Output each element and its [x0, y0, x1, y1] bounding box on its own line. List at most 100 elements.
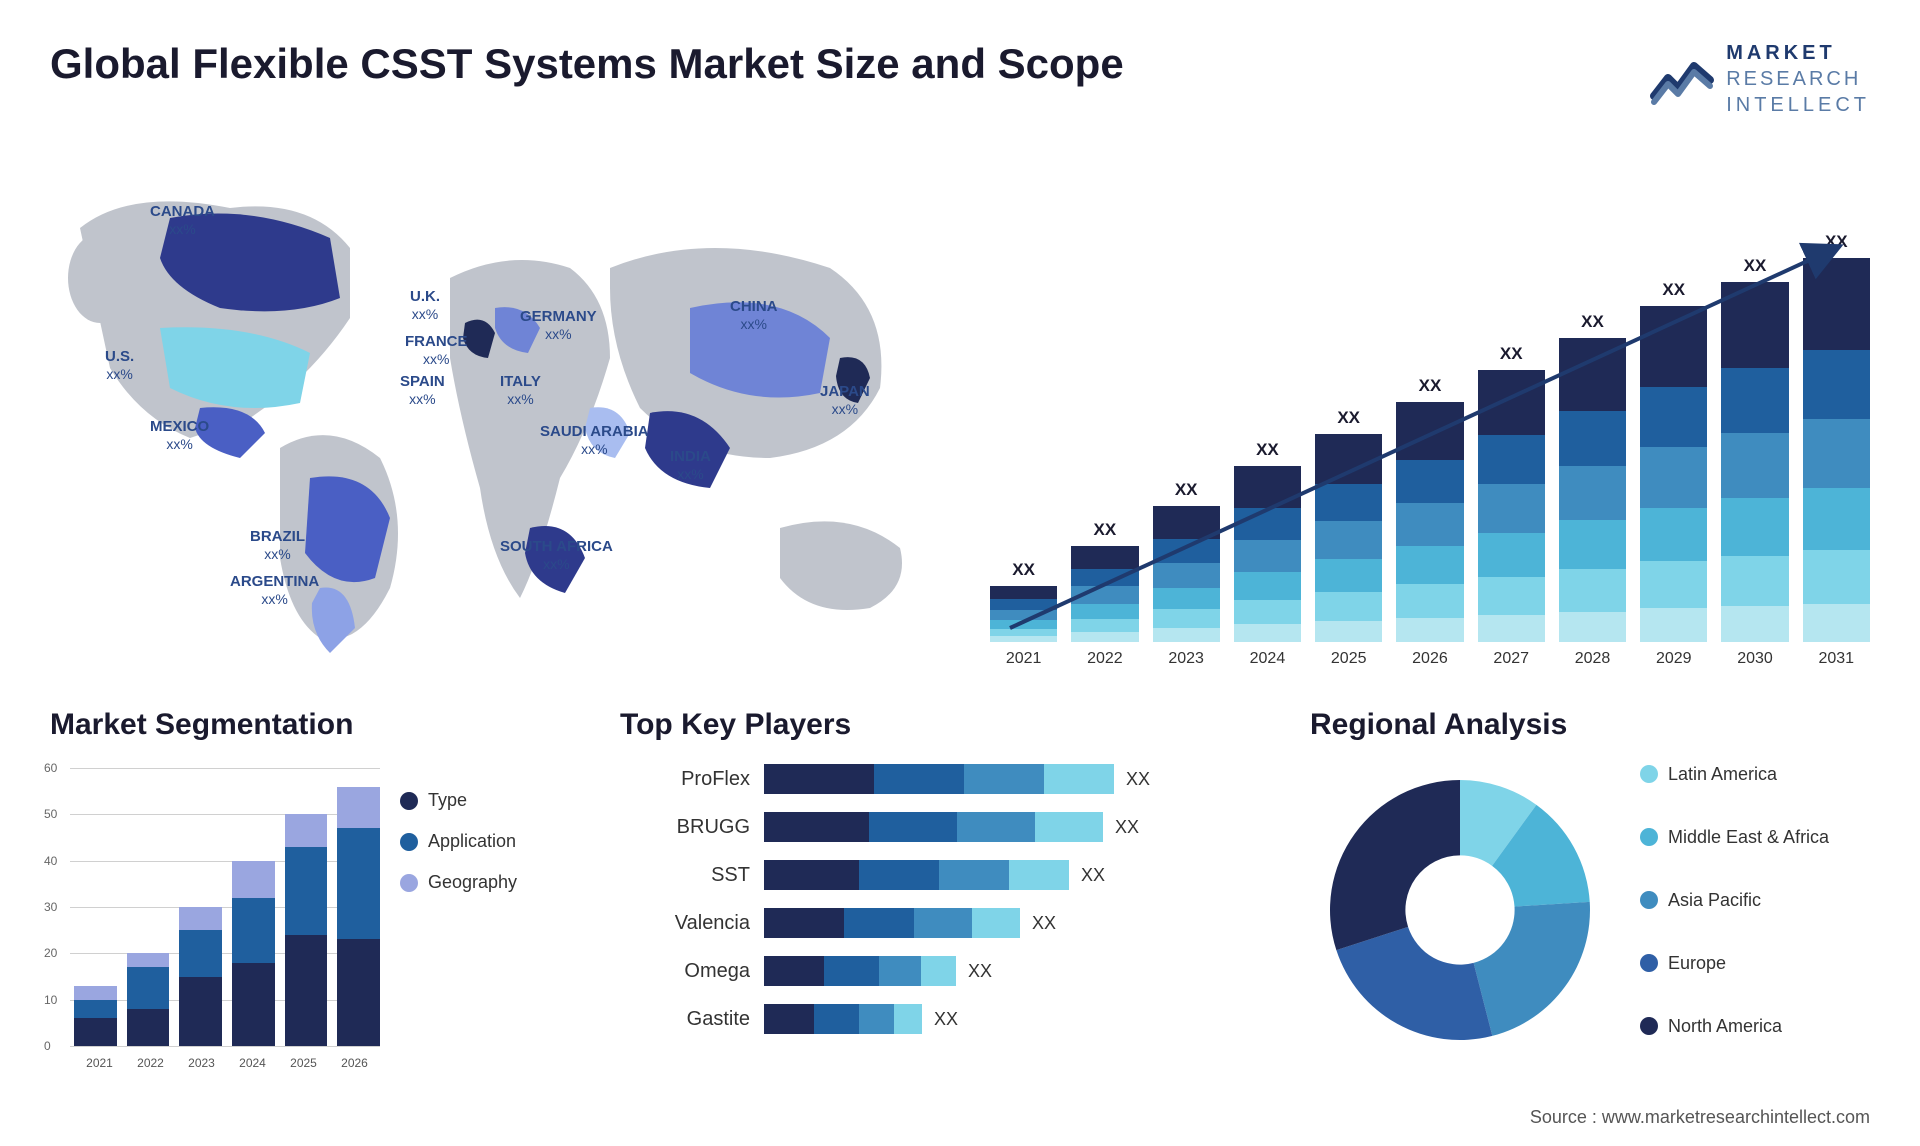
player-name: Valencia: [620, 908, 750, 938]
segmentation-bar: [74, 986, 117, 1046]
growth-year-label: 2030: [1737, 650, 1773, 668]
legend-label: Latin America: [1668, 764, 1777, 785]
legend-item: Latin America: [1640, 764, 1870, 785]
legend-swatch: [400, 833, 418, 851]
growth-year-label: 2022: [1087, 650, 1123, 668]
legend-swatch: [1640, 828, 1658, 846]
legend-label: Middle East & Africa: [1668, 827, 1829, 848]
bottom-row: Market Segmentation 01020304050602021202…: [50, 708, 1870, 1118]
bar-value-label: XX: [1744, 256, 1767, 276]
segmentation-chart: 0102030405060202120222023202420252026: [50, 760, 380, 1070]
bar-value-label: XX: [1419, 376, 1442, 396]
legend-label: Geography: [428, 872, 517, 893]
bar-value-label: XX: [1012, 560, 1035, 580]
donut-segment: [1474, 902, 1590, 1036]
regional-analysis-panel: Regional Analysis Latin AmericaMiddle Ea…: [1310, 708, 1870, 1118]
segmentation-legend: Type Application Geography: [400, 760, 590, 1070]
growth-chart: XX2021XX2022XX2023XX2024XX2025XX2026XX20…: [990, 158, 1870, 668]
logo-line1: MARKET: [1726, 40, 1870, 66]
map-label: SOUTH AFRICAxx%: [500, 538, 613, 574]
legend-item: Middle East & Africa: [1640, 827, 1870, 848]
x-tick-label: 2026: [329, 1056, 380, 1070]
legend-swatch: [1640, 891, 1658, 909]
logo-icon: [1650, 52, 1714, 106]
map-label: JAPANxx%: [820, 383, 870, 419]
map-label: ITALYxx%: [500, 373, 541, 409]
player-bars-chart: XX XX XX XX XX XX: [764, 760, 1280, 1034]
growth-bar: XX 2021: [990, 560, 1057, 668]
segmentation-bar: [232, 861, 275, 1046]
map-label: CHINAxx%: [730, 298, 778, 334]
player-value-label: XX: [968, 961, 992, 982]
legend-item: Geography: [400, 872, 590, 893]
player-bar-row: XX: [764, 812, 1280, 842]
map-label: MEXICOxx%: [150, 418, 209, 454]
player-bar-row: XX: [764, 764, 1280, 794]
map-label: U.S.xx%: [105, 348, 134, 384]
growth-year-label: 2028: [1575, 650, 1611, 668]
player-bar-row: XX: [764, 1004, 1280, 1034]
player-bar-row: XX: [764, 908, 1280, 938]
legend-label: North America: [1668, 1016, 1782, 1037]
market-segmentation-panel: Market Segmentation 01020304050602021202…: [50, 708, 590, 1118]
top-row: CANADAxx% U.S.xx% MEXICOxx% BRAZILxx% ARGENT…: [50, 158, 1870, 668]
map-label: SPAINxx%: [400, 373, 445, 409]
legend-item: Asia Pacific: [1640, 890, 1870, 911]
legend-swatch: [400, 792, 418, 810]
player-bar-row: XX: [764, 860, 1280, 890]
segmentation-bar: [179, 907, 222, 1046]
legend-item: North America: [1640, 1016, 1870, 1037]
player-name: ProFlex: [620, 764, 750, 794]
map-label: SAUDI ARABIAxx%: [540, 423, 649, 459]
players-title: Top Key Players: [620, 708, 1280, 742]
growth-year-label: 2027: [1493, 650, 1529, 668]
header: Global Flexible CSST Systems Market Size…: [50, 40, 1870, 118]
map-label: CANADAxx%: [150, 203, 215, 239]
player-value-label: XX: [1081, 865, 1105, 886]
legend-label: Europe: [1668, 953, 1726, 974]
map-label: BRAZILxx%: [250, 528, 305, 564]
map-label: ARGENTINAxx%: [230, 573, 319, 609]
player-name: SST: [620, 860, 750, 890]
player-names: ProFlexBRUGGSSTValenciaOmegaGastite: [620, 760, 750, 1034]
player-value-label: XX: [1126, 769, 1150, 790]
growth-year-label: 2023: [1168, 650, 1204, 668]
bar-value-label: XX: [1581, 312, 1604, 332]
world-map-panel: CANADAxx% U.S.xx% MEXICOxx% BRAZILxx% ARGENT…: [50, 158, 950, 668]
regional-donut-chart: [1310, 760, 1610, 1060]
player-value-label: XX: [1032, 913, 1056, 934]
bar-value-label: XX: [1094, 520, 1117, 540]
bar-value-label: XX: [1256, 440, 1279, 460]
growth-year-label: 2021: [1006, 650, 1042, 668]
x-tick-label: 2021: [74, 1056, 125, 1070]
growth-year-label: 2025: [1331, 650, 1367, 668]
growth-bar: XX2027: [1478, 344, 1545, 668]
growth-bar: XX 2030: [1721, 256, 1788, 668]
growth-year-label: 2031: [1818, 650, 1854, 668]
source-text: Source : www.marketresearchintellect.com: [1530, 1107, 1870, 1128]
bar-value-label: XX: [1337, 408, 1360, 428]
map-label: U.K.xx%: [410, 288, 440, 324]
logo-line3: INTELLECT: [1726, 92, 1870, 118]
donut-segment: [1336, 927, 1492, 1040]
growth-bar: XX2031: [1803, 232, 1870, 668]
player-name: BRUGG: [620, 812, 750, 842]
y-tick-label: 60: [44, 761, 57, 775]
legend-item: Application: [400, 831, 590, 852]
segmentation-bar: [337, 787, 380, 1046]
legend-label: Application: [428, 831, 516, 852]
growth-year-label: 2026: [1412, 650, 1448, 668]
legend-label: Asia Pacific: [1668, 890, 1761, 911]
y-tick-label: 50: [44, 807, 57, 821]
legend-swatch: [400, 874, 418, 892]
growth-bar: XX2024: [1234, 440, 1301, 668]
map-label: GERMANYxx%: [520, 308, 597, 344]
legend-item: Type: [400, 790, 590, 811]
growth-year-label: 2029: [1656, 650, 1692, 668]
growth-bar: XX2029: [1640, 280, 1707, 668]
player-bar-row: XX: [764, 956, 1280, 986]
y-tick-label: 40: [44, 854, 57, 868]
y-tick-label: 0: [44, 1039, 51, 1053]
player-name: Gastite: [620, 1004, 750, 1034]
map-label: INDIAxx%: [670, 448, 711, 484]
